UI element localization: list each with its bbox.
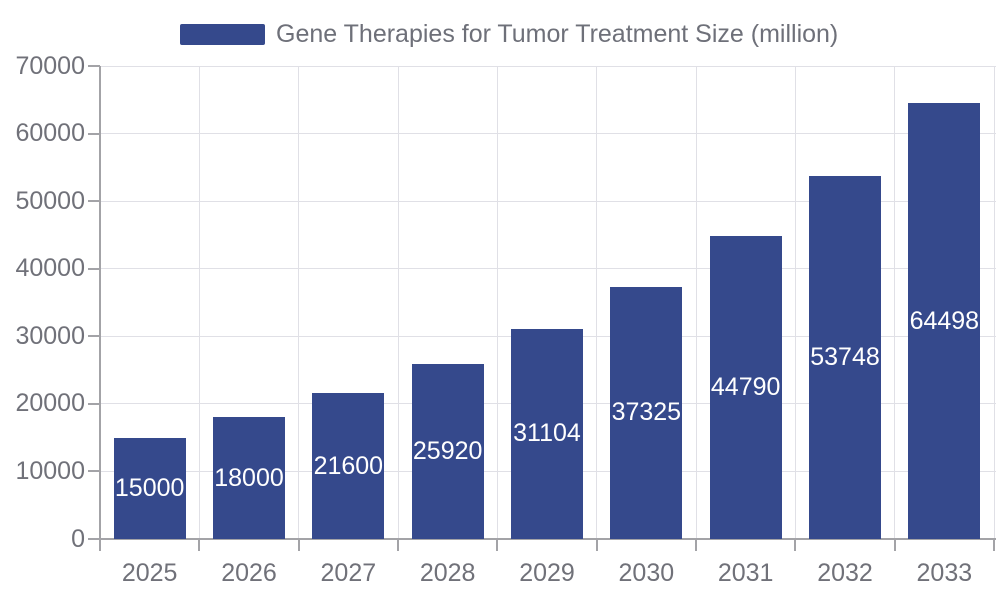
y-axis-line	[99, 66, 101, 539]
bar-value-label: 15000	[114, 473, 185, 502]
x-axis-tick	[99, 539, 101, 551]
v-gridline	[298, 66, 300, 539]
y-tick-label: 70000	[15, 51, 85, 80]
v-gridline	[496, 66, 498, 539]
bar-value-label: 25920	[412, 436, 483, 465]
bar[interactable]	[411, 363, 484, 539]
v-gridline	[198, 66, 200, 539]
bar[interactable]	[908, 103, 981, 539]
x-axis-tick	[198, 539, 201, 551]
v-gridline	[596, 66, 598, 539]
x-axis-tick	[397, 539, 399, 551]
x-tick-label: 2030	[618, 559, 675, 587]
x-axis-line	[88, 538, 996, 540]
x-axis-tick	[695, 539, 697, 551]
y-tick-label: 20000	[15, 389, 85, 418]
x-axis-tick	[993, 539, 995, 551]
x-tick-label: 2031	[717, 559, 774, 587]
legend-swatch-icon	[180, 23, 265, 45]
y-axis-tick	[88, 267, 100, 270]
x-tick-label: 2025	[121, 559, 178, 587]
y-tick-label: 10000	[15, 456, 85, 485]
bar-value-label: 44790	[710, 373, 781, 402]
bar-value-label: 21600	[313, 451, 384, 480]
y-tick-label: 0	[71, 524, 85, 553]
h-gridline	[100, 268, 996, 270]
bar-value-label: 64498	[909, 306, 980, 335]
v-gridline	[794, 66, 796, 539]
legend-item[interactable]: Gene Therapies for Tumor Treatment Size …	[180, 20, 838, 48]
y-axis-tick	[88, 335, 100, 338]
y-tick-label: 50000	[15, 186, 85, 215]
legend-label: Gene Therapies for Tumor Treatment Size …	[276, 20, 839, 48]
x-tick-label: 2026	[221, 559, 277, 587]
bar-value-label: 31104	[513, 419, 581, 448]
v-gridline	[397, 66, 399, 539]
y-tick-label: 60000	[15, 119, 85, 148]
bar-value-label: 53748	[810, 342, 880, 371]
bar[interactable]	[511, 328, 583, 539]
x-tick-label: 2028	[419, 559, 476, 587]
h-gridline	[100, 133, 996, 135]
bar-value-label: 18000	[214, 463, 284, 492]
x-tick-label: 2032	[817, 559, 873, 587]
y-tick-label: 30000	[15, 321, 85, 350]
bar-value-label: 37325	[611, 398, 682, 427]
y-axis-tick	[88, 470, 100, 473]
y-tick-label: 40000	[15, 254, 85, 283]
x-tick-label: 2033	[916, 559, 973, 587]
x-axis-tick	[297, 539, 300, 551]
bar[interactable]	[312, 393, 385, 539]
x-tick-label: 2027	[320, 559, 377, 587]
y-axis-tick	[88, 200, 100, 203]
h-gridline	[100, 200, 996, 202]
bar[interactable]	[709, 236, 782, 539]
x-axis-tick	[496, 539, 499, 551]
x-tick-label: 2029	[519, 559, 575, 587]
y-axis-tick	[88, 402, 100, 405]
x-axis-tick	[794, 539, 797, 551]
bar[interactable]	[113, 437, 186, 539]
bar[interactable]	[213, 417, 285, 539]
v-gridline	[993, 66, 995, 539]
v-gridline	[695, 66, 697, 539]
x-axis-tick	[893, 539, 896, 551]
y-axis-tick	[88, 65, 100, 67]
bar[interactable]	[809, 175, 881, 539]
y-axis-tick	[88, 132, 100, 135]
bar[interactable]	[610, 286, 683, 539]
v-gridline	[894, 66, 896, 539]
x-axis-tick	[595, 539, 598, 551]
h-gridline	[100, 65, 996, 67]
